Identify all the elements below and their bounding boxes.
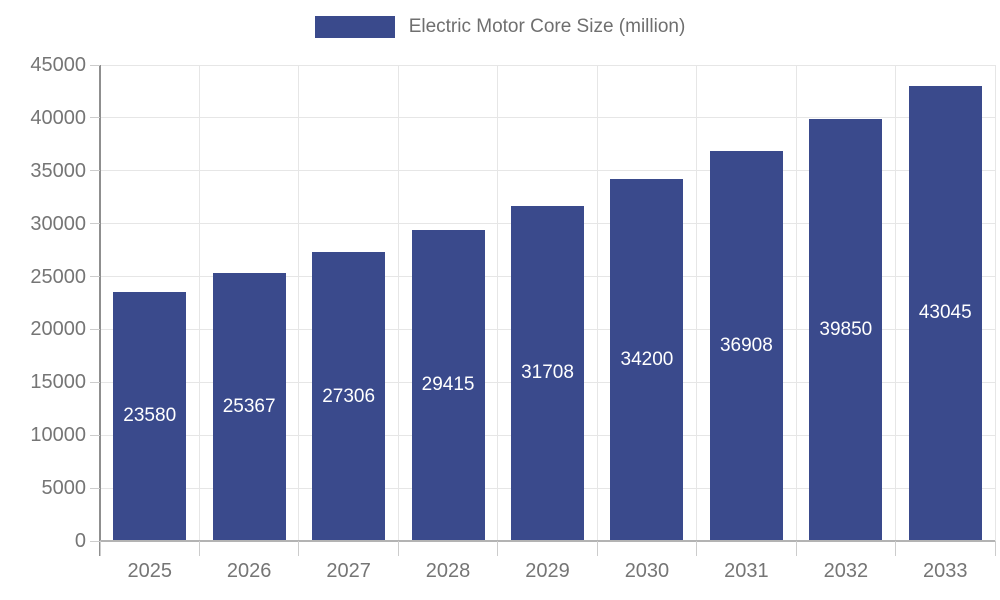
y-tick-mark bbox=[90, 276, 100, 278]
bar-2026[interactable]: 25367 bbox=[212, 272, 286, 541]
x-gridline bbox=[895, 65, 897, 541]
bar-value-label: 31708 bbox=[521, 362, 574, 384]
x-tick-mark bbox=[994, 541, 996, 556]
y-tick-mark bbox=[90, 487, 100, 489]
x-gridline bbox=[696, 65, 698, 541]
bar-value-label: 34200 bbox=[620, 349, 674, 371]
bar-value-label: 27306 bbox=[322, 385, 376, 407]
bar-2030[interactable]: 34200 bbox=[610, 179, 684, 541]
x-tick-mark bbox=[795, 541, 797, 556]
y-tick-mark bbox=[90, 117, 100, 119]
bar-2025[interactable]: 23580 bbox=[113, 291, 187, 541]
plot-area: 23580 25367 27306 29415 31708 34200 36908 39850… bbox=[30, 54, 996, 582]
y-axis-tick-label: 25000 bbox=[30, 265, 86, 288]
y-gridline bbox=[100, 170, 995, 172]
y-tick-mark bbox=[90, 64, 100, 66]
x-tick-mark bbox=[596, 541, 598, 556]
y-axis-tick-label: 20000 bbox=[30, 318, 86, 341]
y-axis-tick-label: 15000 bbox=[30, 371, 86, 394]
x-gridline bbox=[994, 65, 996, 541]
y-tick-mark bbox=[90, 381, 100, 383]
legend-swatch-icon bbox=[314, 16, 395, 38]
y-tick-mark bbox=[90, 434, 100, 436]
x-axis-category-label: 2033 bbox=[923, 560, 968, 582]
bar-2031[interactable]: 36908 bbox=[709, 150, 783, 541]
bar-2027[interactable]: 27306 bbox=[312, 252, 386, 541]
y-tick-mark bbox=[90, 223, 100, 225]
bar-2032[interactable]: 39850 bbox=[809, 119, 883, 541]
x-tick-mark bbox=[895, 541, 897, 556]
x-gridline bbox=[198, 65, 200, 541]
x-axis-category-label: 2025 bbox=[127, 560, 172, 582]
x-axis-line bbox=[100, 540, 995, 542]
bar-value-label: 43045 bbox=[918, 302, 972, 324]
y-axis-tick-label: 45000 bbox=[30, 54, 86, 76]
x-axis-category-label: 2027 bbox=[326, 560, 371, 582]
x-tick-mark bbox=[198, 541, 200, 556]
y-axis-tick-label: 35000 bbox=[30, 159, 86, 182]
y-axis-tick-label: 30000 bbox=[30, 212, 86, 235]
x-axis-category-label: 2029 bbox=[525, 560, 570, 582]
x-gridline bbox=[596, 65, 598, 541]
y-gridline bbox=[100, 64, 995, 66]
x-gridline bbox=[795, 65, 797, 541]
bar-value-label: 36908 bbox=[719, 334, 773, 356]
x-axis-category-label: 2028 bbox=[425, 560, 471, 582]
x-tick-mark bbox=[397, 541, 399, 556]
x-gridline bbox=[497, 65, 499, 541]
x-tick-mark bbox=[99, 541, 101, 556]
x-gridline bbox=[298, 65, 300, 541]
bar-2029[interactable]: 31708 bbox=[511, 205, 584, 541]
x-axis-category-label: 2032 bbox=[823, 560, 869, 582]
x-tick-mark bbox=[696, 541, 698, 556]
legend-label: Electric Motor Core Size (million) bbox=[408, 16, 686, 37]
x-axis-category-label: 2030 bbox=[624, 560, 670, 582]
bar-2028[interactable]: 29415 bbox=[411, 229, 485, 541]
y-tick-mark bbox=[90, 170, 100, 172]
y-axis-tick-label: 5000 bbox=[41, 477, 87, 500]
bar-value-label: 25367 bbox=[222, 395, 276, 417]
y-tick-mark bbox=[90, 540, 100, 542]
bar-value-label: 39850 bbox=[819, 319, 873, 341]
legend[interactable]: Electric Motor Core Size (million) bbox=[0, 16, 1000, 38]
x-axis-category-label: 2031 bbox=[724, 560, 769, 582]
x-tick-mark bbox=[298, 541, 300, 556]
bar-value-label: 23580 bbox=[123, 405, 177, 427]
y-gridline bbox=[100, 117, 995, 119]
x-gridline bbox=[397, 65, 399, 541]
y-axis-tick-label: 0 bbox=[74, 530, 86, 552]
bar-value-label: 29415 bbox=[421, 374, 475, 396]
bar-2033[interactable]: 43045 bbox=[908, 85, 982, 541]
x-tick-mark bbox=[497, 541, 499, 556]
x-axis-category-label: 2026 bbox=[226, 560, 272, 582]
y-axis-line bbox=[99, 65, 101, 556]
y-axis-tick-label: 10000 bbox=[30, 424, 86, 447]
y-axis-tick-label: 40000 bbox=[30, 106, 86, 129]
y-tick-mark bbox=[90, 328, 100, 330]
